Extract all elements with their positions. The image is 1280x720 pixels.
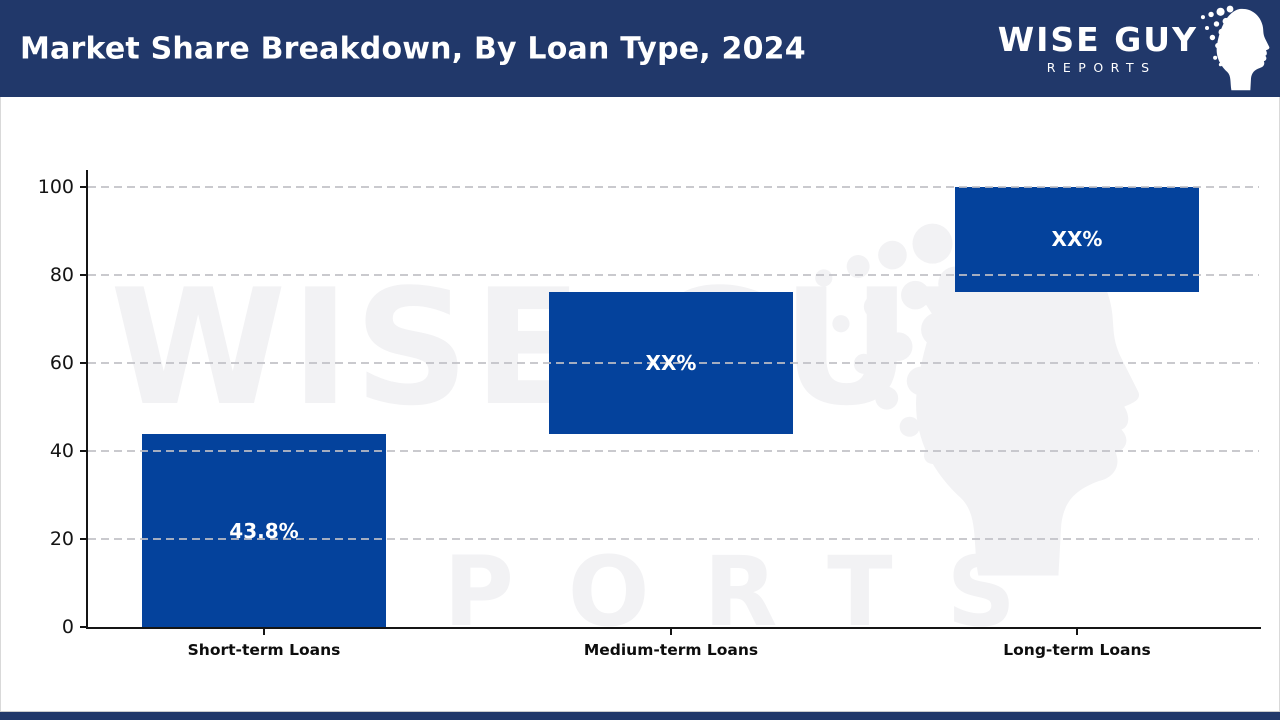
bar-value-label: XX% xyxy=(645,351,697,375)
logo-face-icon xyxy=(1200,5,1270,91)
y-tick-label: 20 xyxy=(49,528,74,550)
y-tick-label: 0 xyxy=(61,616,74,638)
grid-line xyxy=(88,538,1259,540)
grid-line xyxy=(88,186,1259,188)
logo-text: WISE GUY REPORTS xyxy=(998,23,1198,75)
footer-band xyxy=(0,711,1280,720)
x-tick-label: Short-term Loans xyxy=(187,641,341,659)
x-tick-mark xyxy=(1076,629,1078,635)
y-tick-mark xyxy=(80,362,87,364)
x-axis-line xyxy=(86,627,1261,629)
y-tick-mark xyxy=(80,450,87,452)
grid-line xyxy=(88,362,1259,364)
x-tick-label: Long-term Loans xyxy=(1003,641,1151,659)
y-tick-label: 100 xyxy=(37,176,74,198)
y-axis-line xyxy=(86,170,88,629)
y-tick-mark xyxy=(80,538,87,540)
grid-line xyxy=(88,274,1259,276)
bar-value-label: 43.8% xyxy=(229,518,299,543)
y-tick-mark xyxy=(80,274,87,276)
logo-wordmark: WISE GUY xyxy=(997,20,1198,59)
x-tick-mark xyxy=(670,629,672,635)
y-tick-label: 40 xyxy=(49,440,74,462)
bar-value-label: XX% xyxy=(1051,227,1103,252)
header-band: Market Share Breakdown, By Loan Type, 20… xyxy=(0,0,1280,97)
logo-reports-text: REPORTS xyxy=(1046,60,1157,75)
y-tick-label: 60 xyxy=(49,352,74,374)
wiseguy-logo: WISE GUY REPORTS xyxy=(998,4,1272,94)
y-tick-mark xyxy=(80,626,87,628)
y-tick-mark xyxy=(80,186,87,188)
y-tick-label: 80 xyxy=(49,264,74,286)
x-tick-label: Medium-term Loans xyxy=(583,641,759,659)
page-title: Market Share Breakdown, By Loan Type, 20… xyxy=(20,31,806,66)
bar-1 xyxy=(142,434,386,627)
grid-line xyxy=(88,450,1259,452)
x-tick-mark xyxy=(263,629,265,635)
watermark-face-icon xyxy=(815,215,1140,576)
